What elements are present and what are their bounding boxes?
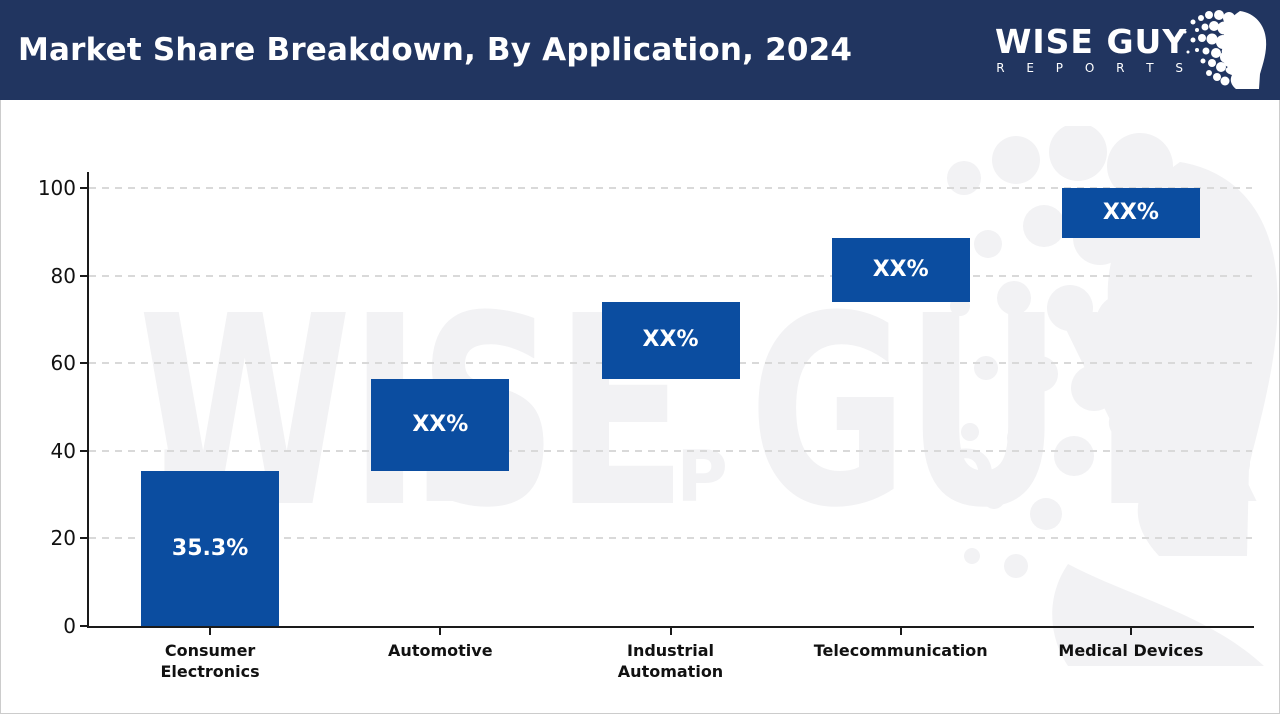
page-title: Market Share Breakdown, By Application, …: [18, 32, 853, 68]
value-label-industrial-automation: XX%: [642, 327, 699, 353]
bar-telecommunication: [831, 238, 970, 302]
category-label-consumer-electronics: Consumer Electronics: [160, 641, 260, 681]
y-tick-mark: [80, 362, 87, 365]
x-tick-mark: [439, 628, 442, 635]
y-tick-mark: [80, 537, 87, 540]
logo-head-icon: [1183, 10, 1267, 89]
y-tick-label: 80: [50, 263, 76, 288]
x-tick-mark: [669, 628, 672, 635]
value-label-consumer-electronics: 35.3%: [171, 535, 249, 561]
y-tick-label: 100: [37, 176, 76, 200]
x-axis: [87, 626, 1254, 628]
gridline: [89, 187, 1252, 189]
logo-wordmark: WISE GUY R E P O R T S: [990, 25, 1192, 75]
category-label-automotive: Automotive: [388, 641, 493, 660]
gridline: [89, 537, 1252, 540]
y-tick-label: 0: [63, 614, 76, 638]
logo-line1: WISE GUY: [994, 22, 1188, 62]
bar-automotive: [371, 378, 510, 472]
x-tick-mark: [899, 628, 902, 635]
x-tick-mark: [1129, 628, 1132, 635]
value-label-medical-devices: XX%: [1102, 200, 1159, 226]
y-tick-label: 60: [50, 351, 76, 376]
category-label-industrial-automation: Industrial Automation: [617, 641, 724, 681]
y-tick-mark: [80, 274, 87, 277]
gridline: [89, 274, 1252, 277]
value-label-automotive: XX%: [412, 411, 469, 437]
category-label-telecommunication: Telecommunication: [813, 641, 988, 660]
bar-industrial-automation: [601, 301, 740, 379]
chart-card-border: [0, 100, 1280, 714]
header-bar: Market Share Breakdown, By Application, …: [0, 0, 1280, 100]
category-label-medical-devices: Medical Devices: [1058, 641, 1204, 660]
logo-line2: R E P O R T S: [996, 60, 1192, 75]
y-tick-mark: [80, 625, 87, 627]
y-axis: [87, 172, 89, 628]
value-label-telecommunication: XX%: [872, 257, 929, 283]
y-tick-label: 20: [50, 526, 76, 551]
bar-consumer-electronics: [141, 471, 280, 626]
y-tick-mark: [80, 449, 87, 452]
x-tick-mark: [209, 628, 212, 635]
y-tick-mark: [80, 187, 87, 189]
y-tick-label: 40: [50, 438, 76, 463]
bar-medical-devices: [1061, 188, 1200, 239]
gridline: [89, 449, 1252, 452]
wiseguy-logo: WISE GUY R E P O R T S: [990, 4, 1268, 96]
